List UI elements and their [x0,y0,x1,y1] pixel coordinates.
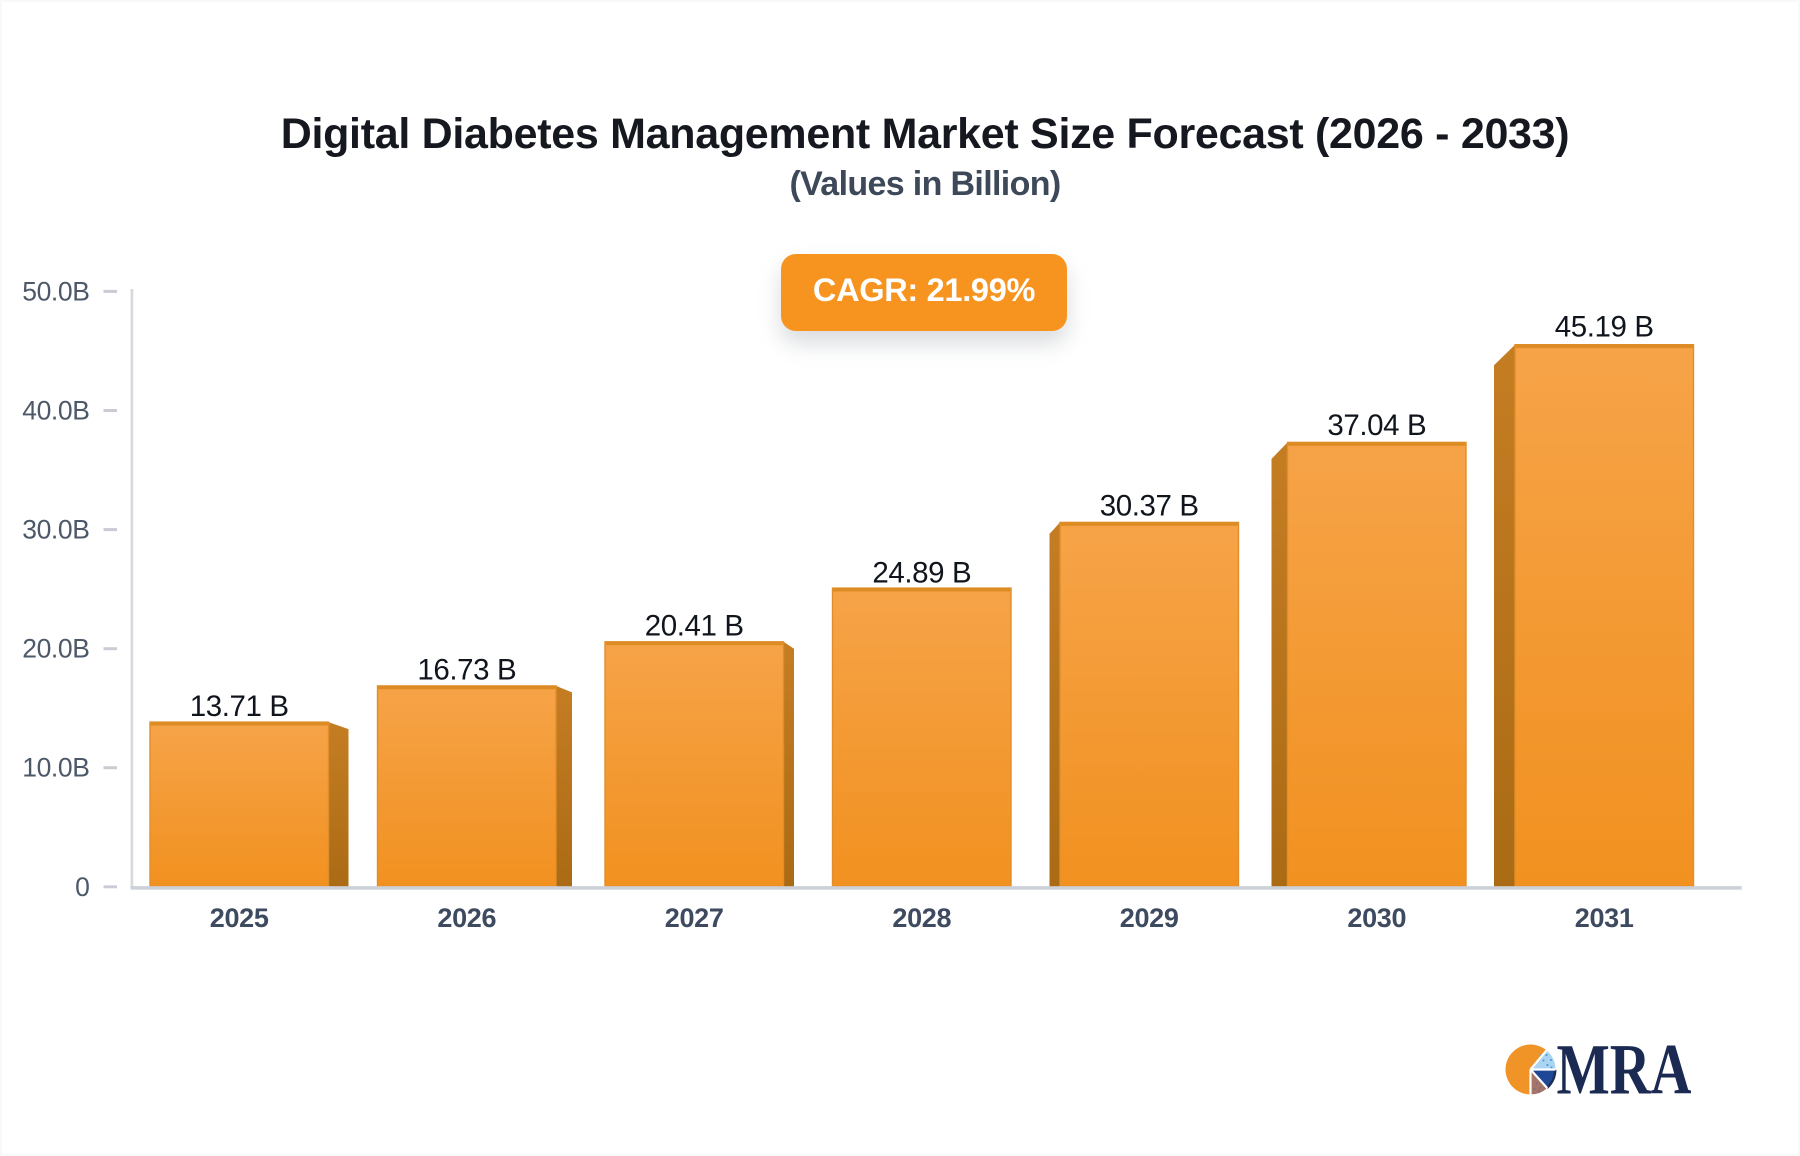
svg-text:2031: 2031 [1575,903,1634,933]
svg-text:30.37 B: 30.37 B [1100,490,1199,523]
svg-text:2027: 2027 [665,903,724,933]
svg-text:2030: 2030 [1347,903,1406,933]
svg-text:20.41 B: 20.41 B [645,610,744,643]
svg-text:2028: 2028 [892,903,951,933]
svg-text:10.0B: 10.0B [22,753,89,783]
svg-text:45.19 B: 45.19 B [1555,310,1654,343]
svg-text:2026: 2026 [437,903,496,933]
svg-text:2029: 2029 [1120,903,1179,933]
svg-text:20.0B: 20.0B [22,634,89,664]
svg-text:37.04 B: 37.04 B [1327,409,1426,442]
svg-text:16.73 B: 16.73 B [417,654,516,687]
svg-text:24.89 B: 24.89 B [872,556,971,589]
svg-text:MRA: MRA [1557,1030,1692,1109]
svg-text:13.71 B: 13.71 B [190,690,289,723]
svg-text:30.0B: 30.0B [22,515,89,545]
svg-text:50.0B: 50.0B [22,276,89,306]
svg-text:2025: 2025 [210,903,269,933]
svg-text:40.0B: 40.0B [22,395,89,425]
svg-text:0: 0 [75,872,89,902]
